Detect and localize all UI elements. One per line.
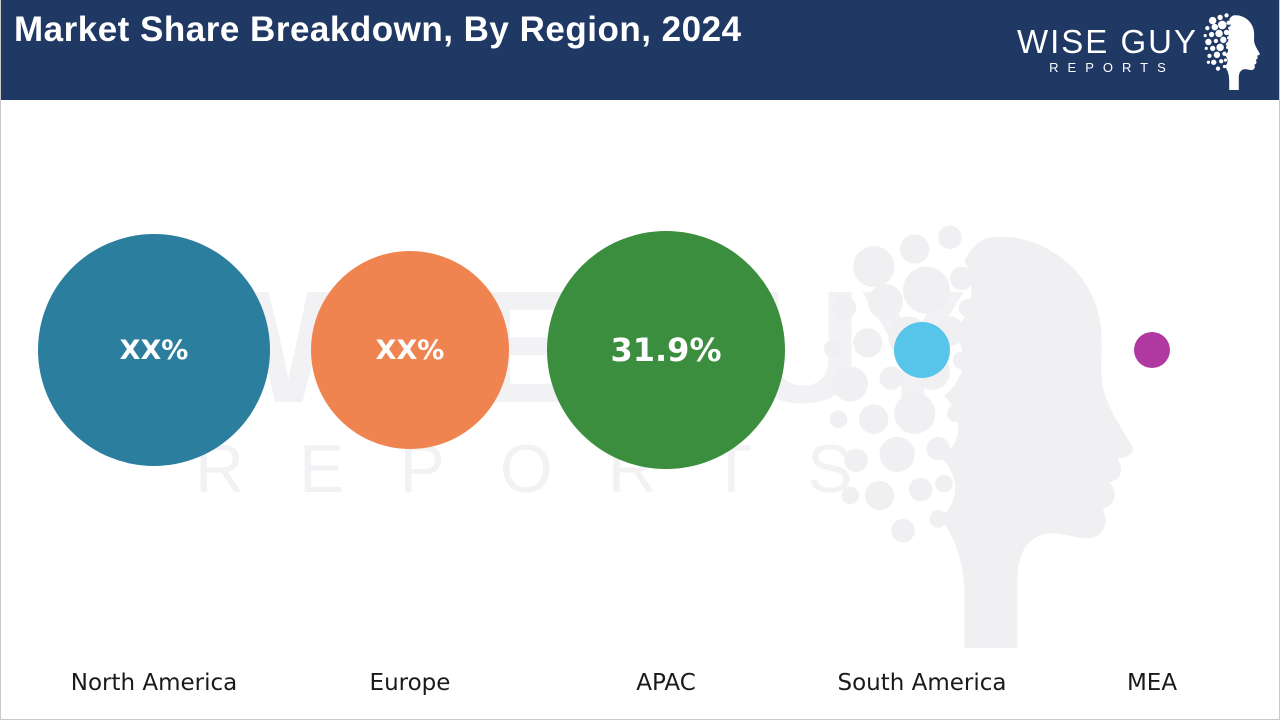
bubble-chart: WISE GUY REPORTS XX% XX% 31.9% North Ame…	[0, 100, 1280, 720]
watermark-head-icon	[815, 208, 1167, 648]
category-label-apac: APAC	[636, 670, 696, 696]
head-dots-icon	[1202, 10, 1266, 90]
logo-wordmark: WISE GUY	[1016, 22, 1198, 60]
category-label-north-america: North America	[70, 670, 238, 696]
wise-guy-reports-logo: WISE GUY REPORTS	[1017, 8, 1266, 92]
bubble-europe: XX%	[311, 251, 509, 449]
bubble-value-label: 31.9%	[610, 331, 722, 369]
category-label-europe: Europe	[369, 670, 451, 696]
bubble-north-america: XX%	[38, 234, 270, 466]
watermark-subtext: REPORTS	[195, 431, 908, 507]
logo-text: WISE GUY REPORTS	[1016, 22, 1198, 75]
bubble-value-label: XX%	[119, 334, 189, 366]
header-bar: Market Share Breakdown, By Region, 2024 …	[0, 0, 1280, 100]
category-label-mea: MEA	[1126, 670, 1178, 696]
logo-subtext: REPORTS	[1049, 59, 1175, 75]
bubble-south-america	[894, 322, 950, 378]
bubble-apac: 31.9%	[547, 231, 785, 469]
bubble-value-label: XX%	[375, 334, 445, 366]
bubble-mea	[1134, 332, 1170, 368]
page-title: Market Share Breakdown, By Region, 2024	[14, 10, 742, 49]
category-label-south-america: South America	[837, 670, 1007, 696]
